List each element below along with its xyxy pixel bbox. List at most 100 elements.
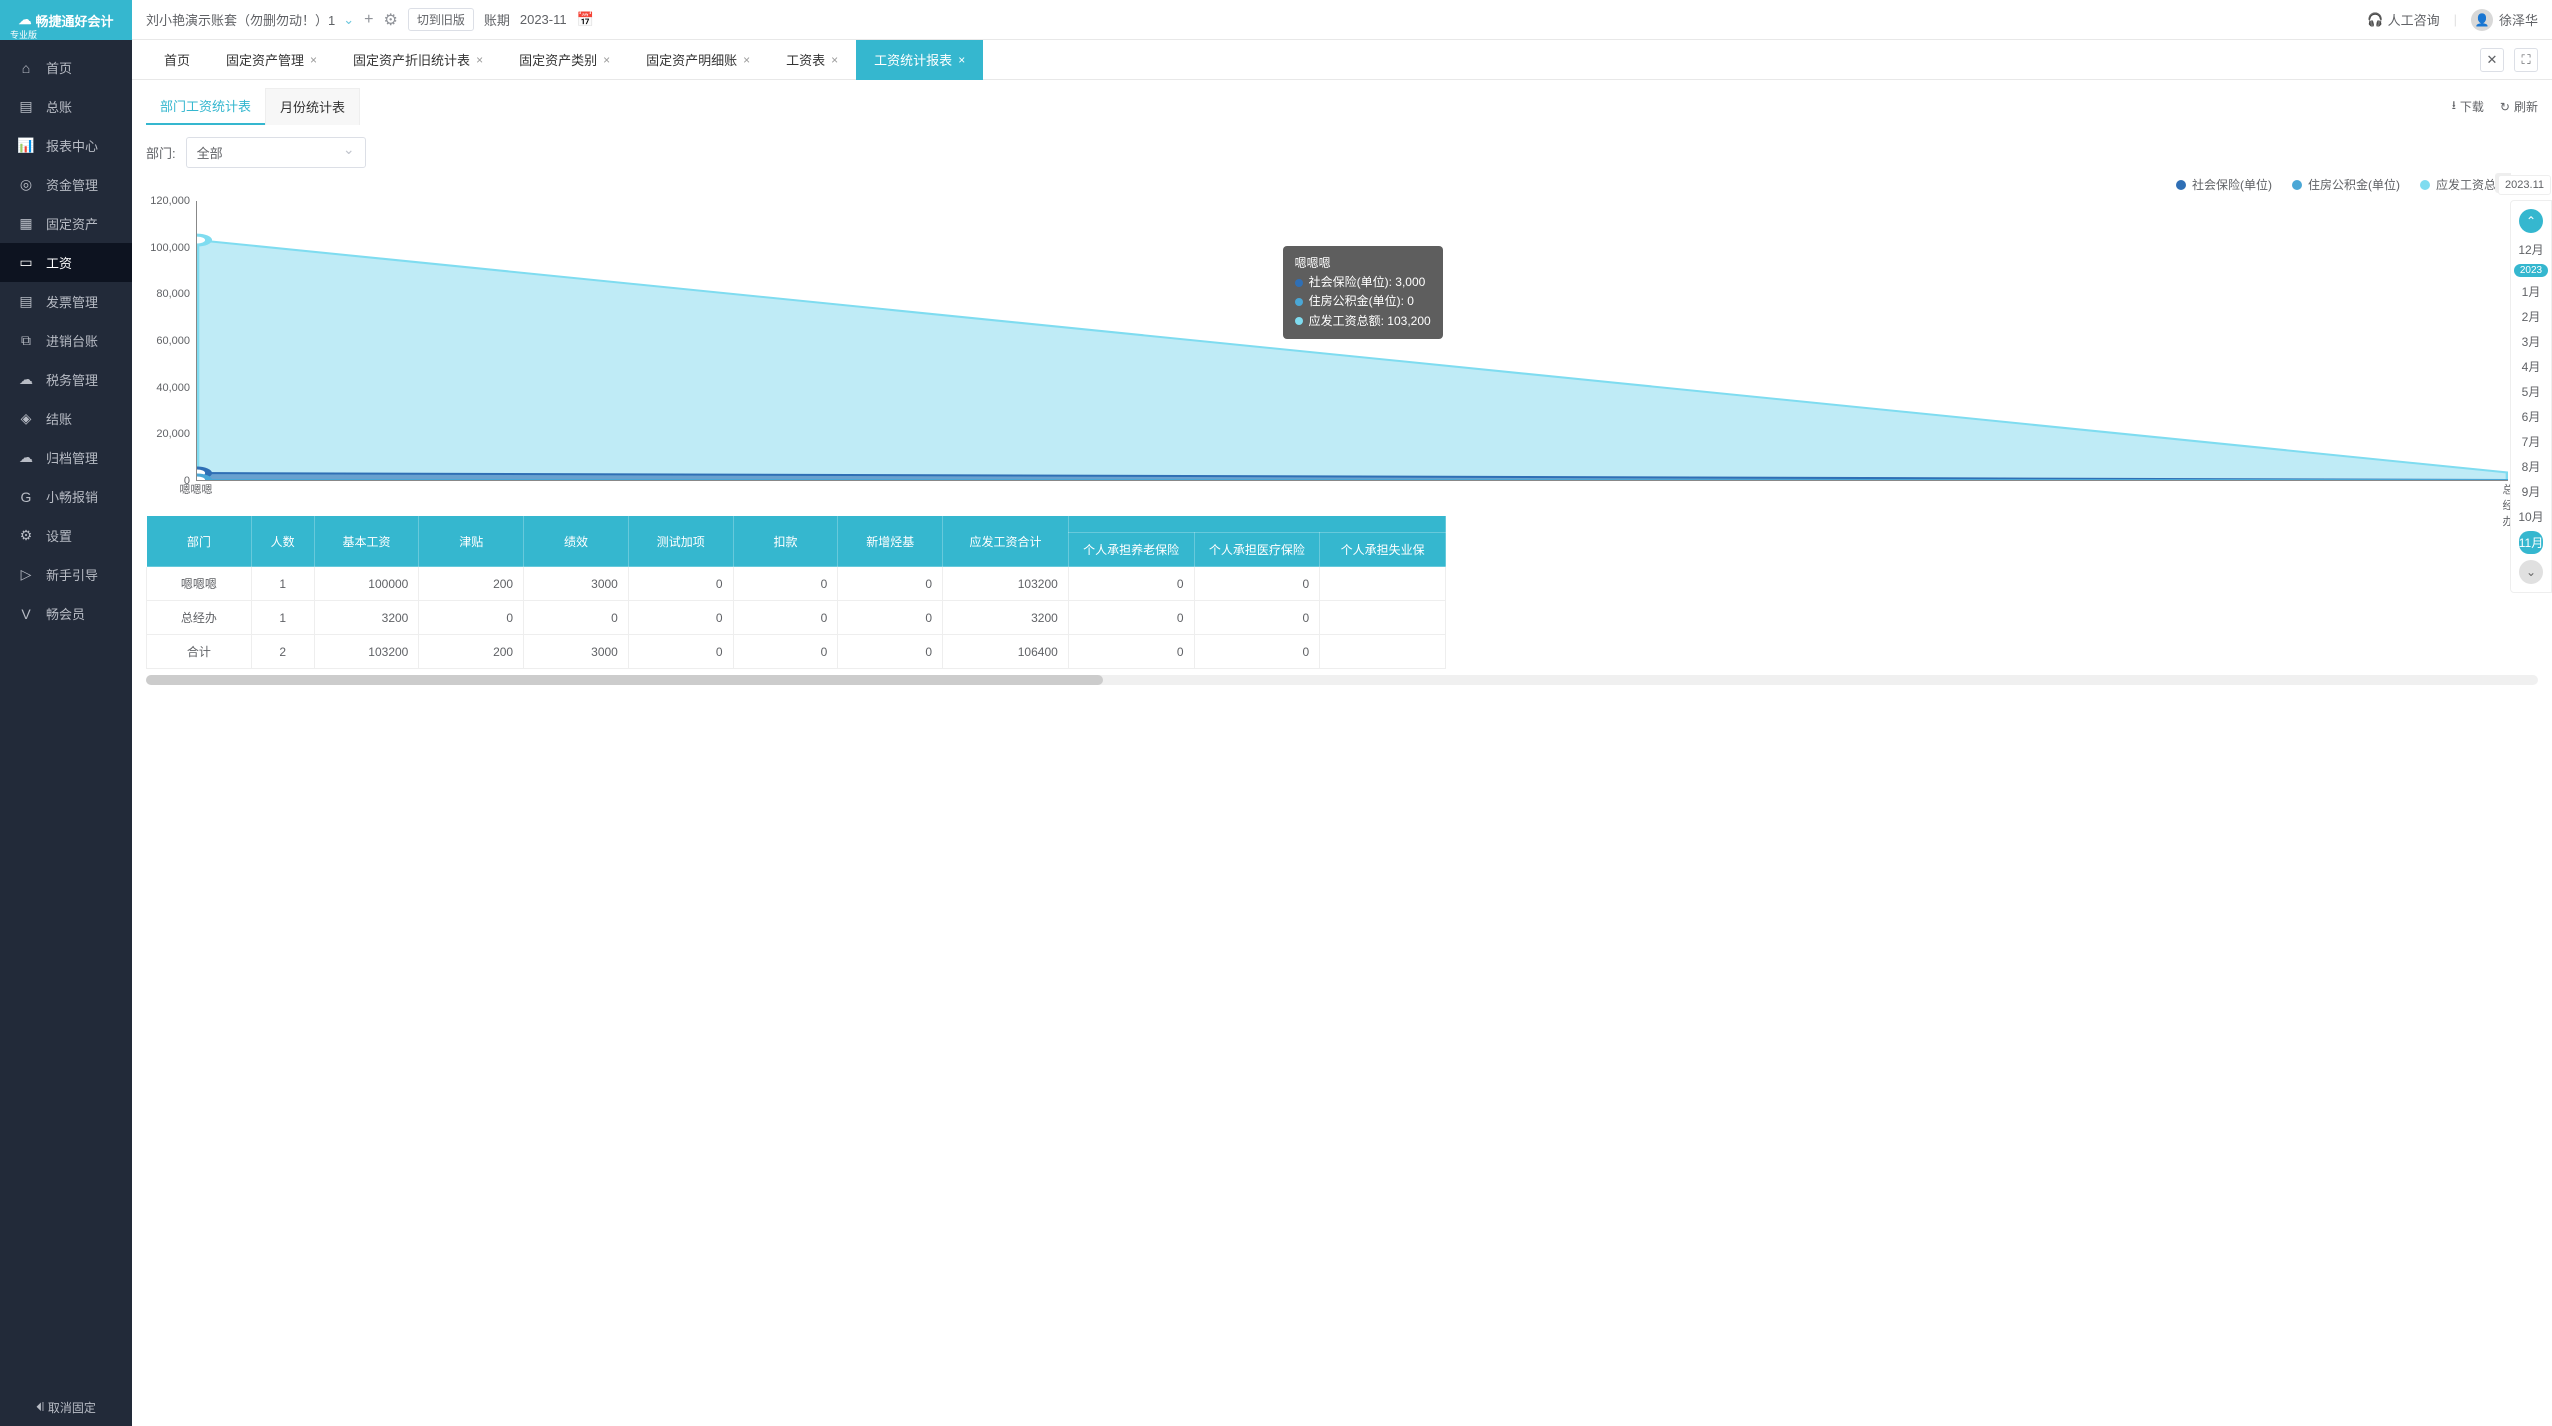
nav-item[interactable]: ⧉进销台账 — [0, 321, 132, 360]
calendar-icon[interactable]: 📅 — [577, 11, 594, 28]
plot-area[interactable] — [196, 201, 2508, 481]
nav-item[interactable]: G 小畅报销 — [0, 477, 132, 516]
period-month[interactable]: 11月 — [2519, 531, 2543, 554]
legend-item[interactable]: 住房公积金(单位) — [2292, 176, 2400, 193]
period-month[interactable]: 8月 — [2511, 454, 2551, 479]
cell: 0 — [1194, 567, 1320, 601]
cell: 3000 — [524, 635, 629, 669]
period-month[interactable]: 10月 — [2511, 504, 2551, 529]
nav-item[interactable]: ▦固定资产 — [0, 204, 132, 243]
scrollbar-thumb[interactable] — [146, 675, 1103, 685]
nav-item[interactable]: ▭工资 — [0, 243, 132, 282]
nav-item[interactable]: ⌂首页 — [0, 48, 132, 87]
support-link[interactable]: 🎧 人工咨询 — [2367, 10, 2439, 29]
tab[interactable]: 工资表× — [768, 40, 856, 80]
cell: 1 — [251, 567, 314, 601]
logo: ☁ 畅捷通好会计 专业版 — [0, 0, 132, 40]
y-tick: 120,000 — [150, 195, 190, 207]
tab-label: 固定资产类别 — [519, 50, 597, 69]
sidebar-footer[interactable]: ⏴❘ 取消固定 — [0, 1389, 132, 1426]
close-tab-button[interactable]: ✕ — [2480, 48, 2504, 72]
tab[interactable]: 固定资产类别 × — [501, 40, 628, 80]
tooltip-dot — [1295, 279, 1303, 287]
close-icon[interactable]: × — [743, 53, 750, 67]
scrollbar[interactable] — [146, 675, 2538, 685]
close-icon[interactable]: × — [476, 53, 483, 67]
nav-label: 小畅报销 — [46, 487, 98, 506]
tooltip-row: 应发工资总额: 103,200 — [1295, 312, 1431, 331]
tab-label: 首页 — [164, 50, 190, 69]
tooltip-dot — [1295, 298, 1303, 306]
close-icon[interactable]: × — [603, 53, 610, 67]
period-month[interactable]: 5月 — [2511, 379, 2551, 404]
refresh-button[interactable]: ↻ 刷新 — [2500, 96, 2538, 117]
cell: 0 — [838, 567, 943, 601]
period-month[interactable]: 3月 — [2511, 329, 2551, 354]
period-month[interactable]: 7月 — [2511, 429, 2551, 454]
support-label: 人工咨询 — [2388, 10, 2440, 29]
fullscreen-button[interactable]: ⛶ — [2514, 48, 2538, 72]
legend-item[interactable]: 社会保险(单位) — [2176, 176, 2272, 193]
chart-legend: 社会保险(单位)住房公积金(单位)应发工资总额 — [146, 176, 2538, 193]
period-month[interactable]: 2月 — [2511, 304, 2551, 329]
subtab[interactable]: 部门工资统计表 — [146, 88, 265, 125]
nav-label: 发票管理 — [46, 292, 98, 311]
subtabs: 部门工资统计表月份统计表 ⭳ 下载 ↻ 刷新 — [146, 88, 2538, 125]
switch-old-button[interactable]: 切到旧版 — [408, 8, 474, 31]
period-month[interactable]: 4月 — [2511, 354, 2551, 379]
account-selector[interactable]: 刘小艳演示账套（勿删勿动！）1 ⌄ — [146, 10, 354, 29]
cell: 200 — [419, 567, 524, 601]
tab[interactable]: 工资统计报表× — [856, 40, 983, 80]
nav-label: 税务管理 — [46, 370, 98, 389]
period-month[interactable]: 1月 — [2511, 279, 2551, 304]
nav-icon: G — [18, 489, 34, 505]
table-row[interactable]: 嗯嗯嗯1100000200300000010320000 — [147, 567, 1446, 601]
nav-item[interactable]: ▤总账 — [0, 87, 132, 126]
nav-item[interactable]: ▤发票管理 — [0, 282, 132, 321]
department-select[interactable]: 全部 — [186, 137, 366, 168]
table-row[interactable]: 总经办1320000000320000 — [147, 601, 1446, 635]
nav-label: 固定资产 — [46, 214, 98, 233]
cell: 0 — [1068, 601, 1194, 635]
nav-item[interactable]: ▷新手引导 — [0, 555, 132, 594]
user-menu[interactable]: 👤 徐泽华 — [2471, 9, 2538, 31]
cell: 嗯嗯嗯 — [147, 567, 252, 601]
nav-item[interactable]: ☁税务管理 — [0, 360, 132, 399]
period-month[interactable]: 6月 — [2511, 404, 2551, 429]
nav-item[interactable]: 📊报表中心 — [0, 126, 132, 165]
cell: 0 — [419, 601, 524, 635]
nav-item[interactable]: ⚙设置 — [0, 516, 132, 555]
tab[interactable]: 首页 — [146, 40, 208, 80]
tab[interactable]: 固定资产管理× — [208, 40, 335, 80]
close-icon[interactable]: × — [310, 53, 317, 67]
add-icon[interactable]: + — [364, 11, 373, 29]
nav-item[interactable]: V畅会员 — [0, 594, 132, 633]
period-month[interactable]: 12月 — [2511, 237, 2551, 262]
period-year-display: 2023.11 — [2498, 175, 2551, 195]
th: 津贴 — [419, 516, 524, 567]
cell: 100000 — [314, 567, 419, 601]
nav-item[interactable]: ☁归档管理 — [0, 438, 132, 477]
cell: 0 — [733, 601, 838, 635]
period-value[interactable]: 2023-11 — [520, 12, 567, 27]
download-button[interactable]: ⭳ 下载 — [2452, 96, 2484, 117]
nav-label: 结账 — [46, 409, 72, 428]
close-icon[interactable]: × — [831, 53, 838, 67]
legend-dot — [2292, 180, 2302, 190]
sidebar: ☁ 畅捷通好会计 专业版 ⌂首页▤总账📊报表中心◎资金管理▦固定资产▭工资▤发票… — [0, 0, 132, 1426]
gear-icon[interactable]: ⚙ — [383, 10, 397, 30]
table-row[interactable]: 合计2103200200300000010640000 — [147, 635, 1446, 669]
th: 应发工资合计 — [943, 516, 1069, 567]
y-tick: 40,000 — [156, 382, 190, 394]
ribbon-down-button[interactable]: ⌄ — [2519, 560, 2543, 584]
pin-icon: ⏴❘ — [36, 1400, 44, 1415]
subtab[interactable]: 月份统计表 — [265, 88, 360, 125]
tab[interactable]: 固定资产折旧统计表× — [335, 40, 501, 80]
period-month[interactable]: 9月 — [2511, 479, 2551, 504]
nav-item[interactable]: ◈结账 — [0, 399, 132, 438]
y-tick: 60,000 — [156, 335, 190, 347]
tab[interactable]: 固定资产明细账× — [628, 40, 768, 80]
ribbon-up-button[interactable]: ⌃ — [2519, 209, 2543, 233]
nav-item[interactable]: ◎资金管理 — [0, 165, 132, 204]
close-icon[interactable]: × — [958, 53, 965, 67]
